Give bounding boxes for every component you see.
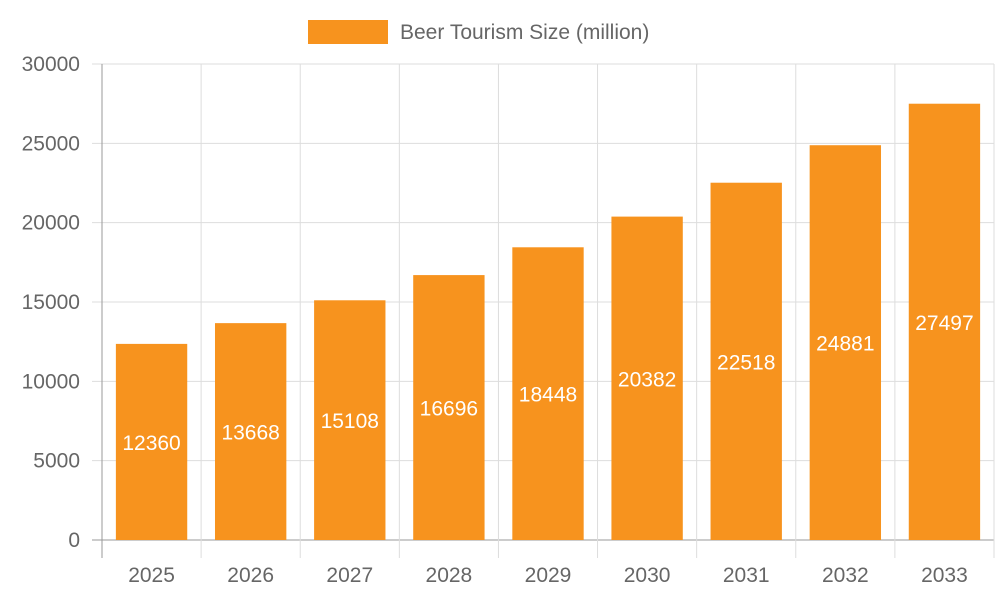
y-tick-label: 10000 [22, 370, 80, 393]
y-tick-label: 30000 [22, 53, 80, 76]
x-tick-label: 2028 [426, 564, 473, 587]
y-tick-label: 15000 [22, 291, 80, 314]
bar-2030[interactable] [611, 216, 683, 541]
bar-2027[interactable] [314, 300, 386, 540]
bar-2032[interactable] [809, 145, 882, 540]
grid-layer [92, 63, 995, 558]
y-tick-label: 0 [68, 529, 80, 552]
bar-2029[interactable] [512, 247, 584, 540]
legend-label: Beer Tourism Size (million) [400, 21, 649, 44]
bar-2025[interactable] [115, 343, 188, 540]
x-tick-label: 2031 [723, 564, 770, 587]
x-tick-label: 2033 [921, 564, 968, 587]
data-label-2026: 13668 [221, 422, 279, 445]
data-label-2025: 12360 [122, 432, 180, 455]
x-tick-label: 2029 [525, 564, 572, 587]
data-label-2029: 18448 [519, 384, 577, 407]
data-label-2031: 22518 [717, 351, 775, 374]
data-label-2030: 20382 [618, 368, 676, 391]
x-tick-label: 2025 [128, 564, 175, 587]
data-label-2028: 16696 [420, 398, 478, 421]
bar-2028[interactable] [413, 275, 485, 540]
legend-swatch [308, 20, 388, 44]
data-labels-layer: 12360 13668 15108 16696 18448 20382 22518 24881… [122, 312, 973, 455]
bar-2033[interactable] [908, 103, 981, 540]
y-tick-label: 5000 [33, 450, 80, 473]
y-tick-label: 25000 [22, 132, 80, 155]
y-tick-label: 20000 [22, 212, 80, 235]
bars-layer [115, 103, 981, 541]
bar-2026[interactable] [214, 323, 287, 540]
x-tick-label: 2032 [822, 564, 869, 587]
x-tick-label: 2027 [326, 564, 373, 587]
data-label-2033: 27497 [915, 312, 973, 335]
data-label-2032: 24881 [816, 333, 874, 356]
data-label-2027: 15108 [321, 410, 379, 433]
bar-2031[interactable] [710, 182, 782, 540]
x-tick-label: 2030 [624, 564, 671, 587]
axis-layer: 0 5000 10000 15000 20000 25000 30000 2025 2026 20… [22, 53, 968, 587]
x-tick-label: 2026 [227, 564, 274, 587]
legend[interactable]: Beer Tourism Size (million) [308, 20, 649, 44]
